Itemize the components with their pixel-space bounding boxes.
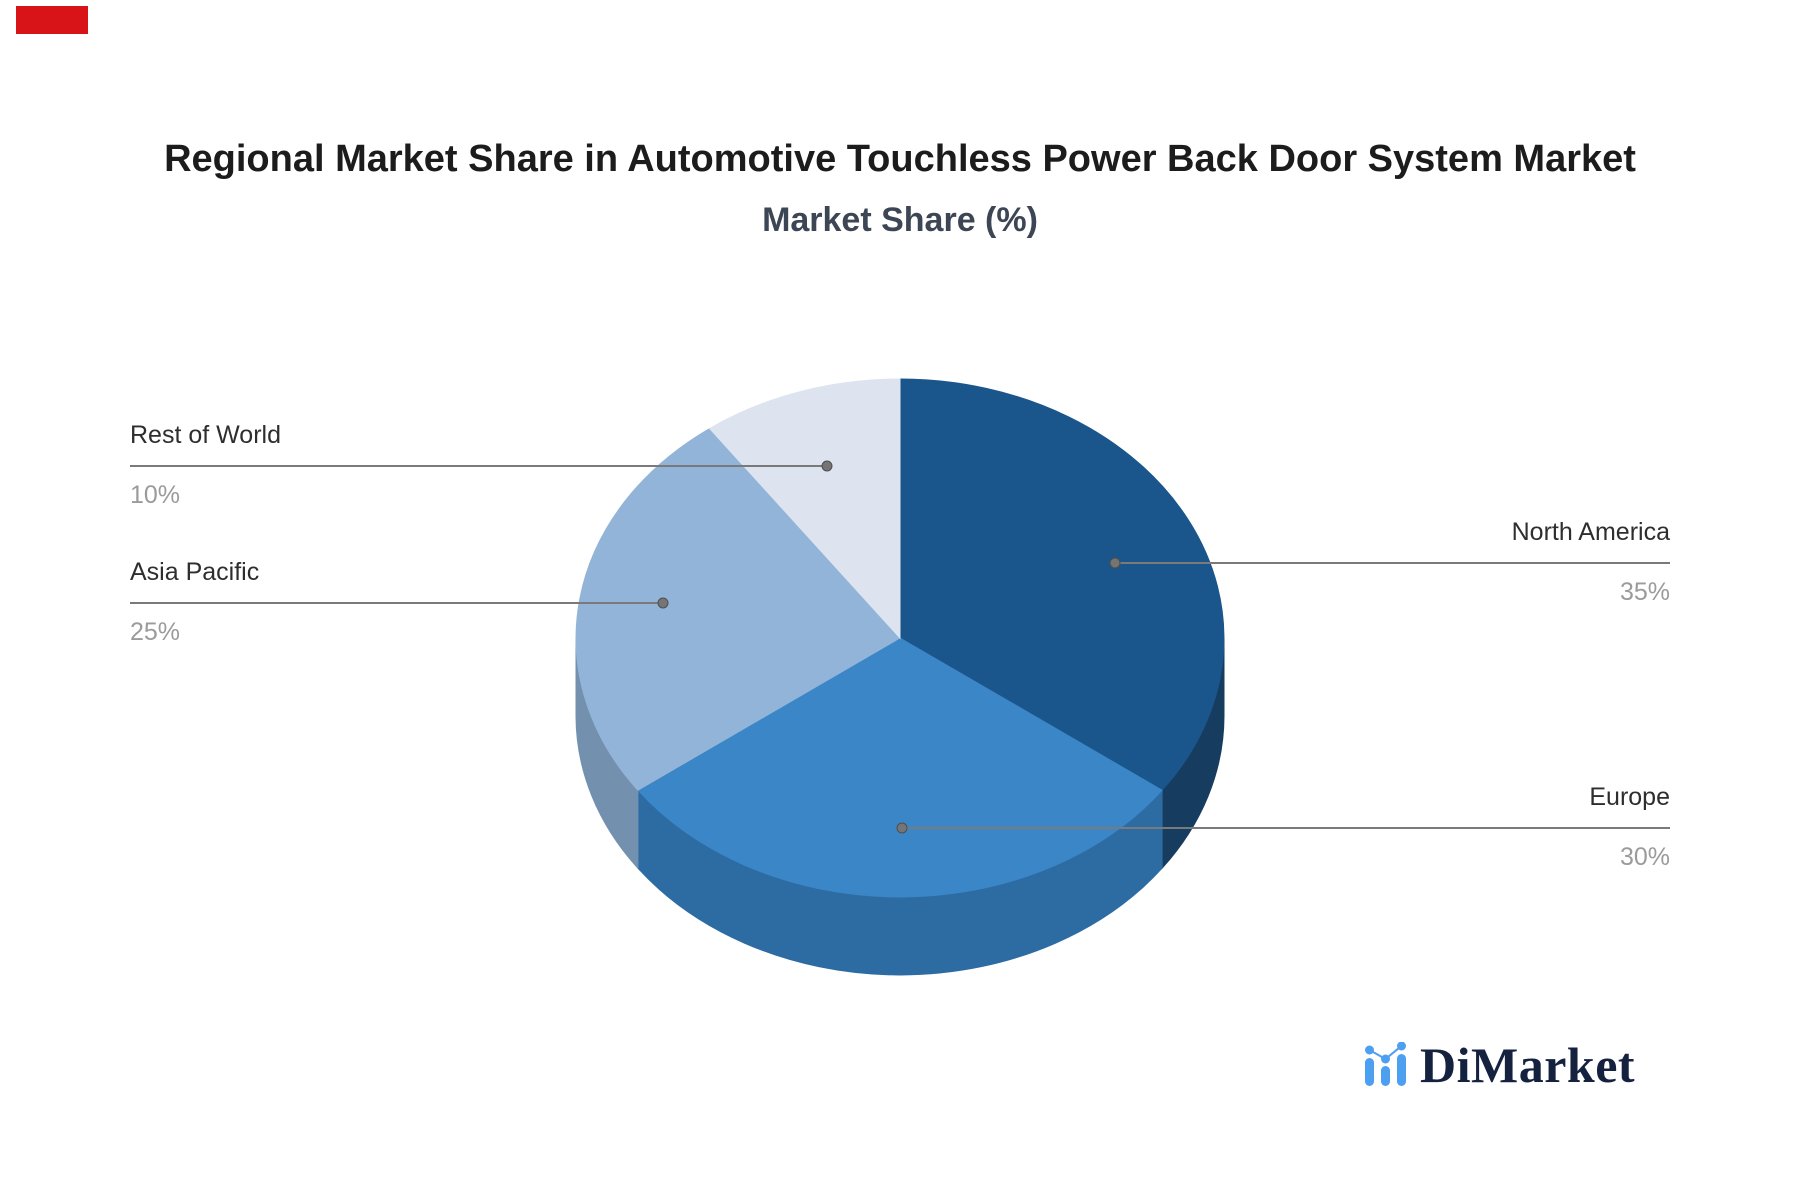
- callout-pct-north-america: 35%: [1619, 578, 1670, 606]
- callout-label-europe: Europe: [1589, 783, 1670, 811]
- logo-text: DiMarket: [1420, 1037, 1636, 1093]
- callout-pct-rest-of-world: 10%: [130, 481, 181, 509]
- chart-subtitle: Market Share (%): [762, 201, 1038, 239]
- callout-pct-asia-pacific: 25%: [130, 618, 181, 646]
- bar-chart-logo-icon: [1365, 1042, 1406, 1086]
- callout-pct-europe: 30%: [1619, 843, 1670, 871]
- callout-label-north-america: North America: [1511, 518, 1670, 546]
- callout-dot-rest-of-world: [821, 460, 833, 472]
- pie-slice-rest-of-world[interactable]: [708, 378, 901, 640]
- callout-label-rest-of-world: Rest of World: [130, 421, 281, 449]
- logo-dot: [1365, 1045, 1374, 1055]
- pie-slice-north-america[interactable]: [899, 378, 1225, 791]
- logo-dot: [1381, 1054, 1390, 1064]
- pie-slice-europe[interactable]: [637, 637, 1163, 898]
- pie-slice-asia-pacific[interactable]: [575, 427, 901, 791]
- chart-title: Regional Market Share in Automotive Touc…: [164, 138, 1636, 180]
- callout-dot-europe: [896, 822, 908, 834]
- logo-bar: [1365, 1058, 1374, 1086]
- callout-label-asia-pacific: Asia Pacific: [130, 558, 260, 586]
- logo-bar: [1397, 1054, 1406, 1086]
- corner-red-mark: [16, 6, 88, 34]
- callout-dot-north-america: [1109, 557, 1121, 569]
- callout-dot-asia-pacific: [657, 597, 669, 609]
- logo-bar: [1381, 1066, 1390, 1086]
- logo-dot: [1397, 1042, 1406, 1051]
- dimarket-logo: DiMarket: [1363, 1037, 1636, 1093]
